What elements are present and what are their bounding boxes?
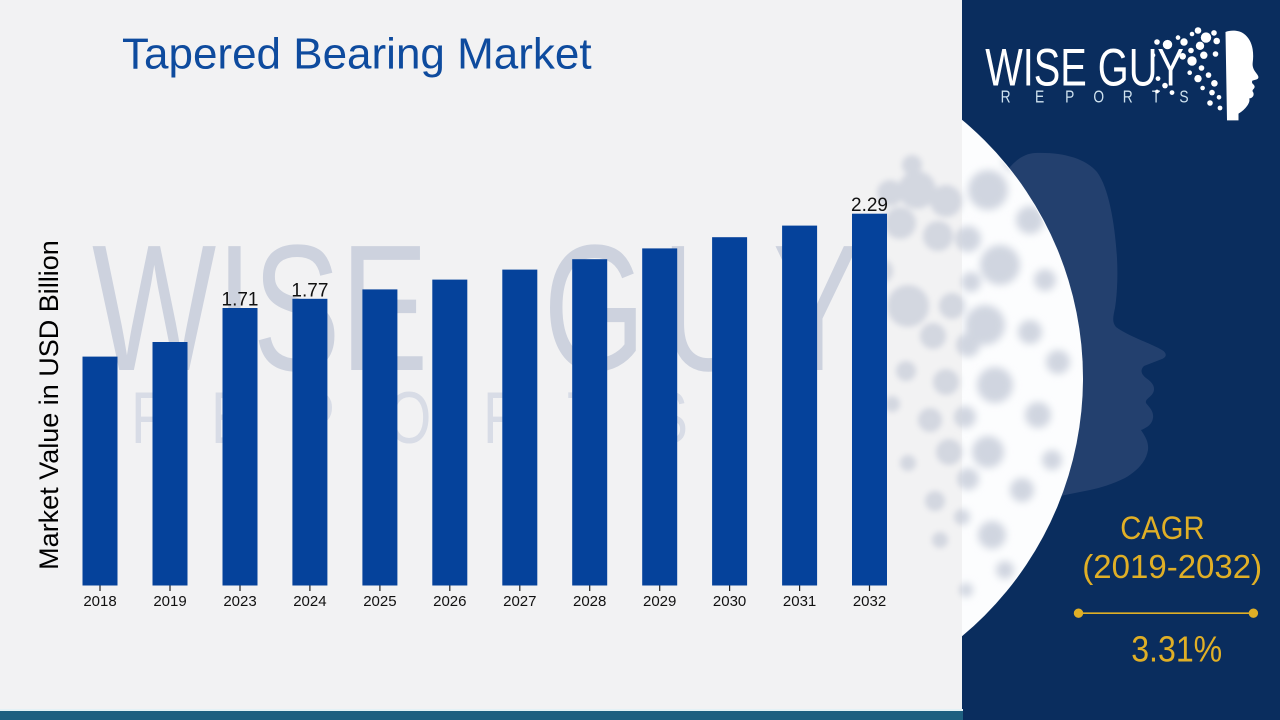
svg-text:2.29: 2.29 [851, 195, 888, 216]
svg-text:2030: 2030 [713, 593, 746, 610]
svg-text:(2019-2032): (2019-2032) [1082, 548, 1262, 585]
svg-text:E: E [1035, 88, 1044, 107]
svg-text:R: R [1001, 88, 1011, 107]
svg-text:2025: 2025 [363, 593, 396, 610]
svg-text:2031: 2031 [783, 593, 816, 610]
svg-text:T: T [1152, 88, 1161, 107]
svg-text:1.71: 1.71 [222, 290, 259, 311]
svg-text:2023: 2023 [223, 593, 256, 610]
svg-text:P: P [1065, 88, 1074, 107]
svg-text:S: S [1179, 88, 1188, 107]
svg-text:2024: 2024 [293, 593, 326, 610]
svg-text:R: R [1123, 88, 1133, 107]
svg-text:2028: 2028 [573, 593, 606, 610]
svg-text:Tapered Bearing Market: Tapered Bearing Market [122, 30, 592, 79]
svg-text:3.31%: 3.31% [1131, 630, 1222, 670]
svg-text:2018: 2018 [83, 593, 116, 610]
svg-text:2019: 2019 [153, 593, 186, 610]
svg-text:CAGR: CAGR [1120, 509, 1204, 546]
svg-text:2026: 2026 [433, 593, 466, 610]
svg-text:O: O [1093, 88, 1104, 107]
svg-text:WISE GUY: WISE GUY [985, 38, 1184, 97]
svg-text:2029: 2029 [643, 593, 676, 610]
svg-text:1.77: 1.77 [291, 280, 328, 301]
svg-text:2027: 2027 [503, 593, 536, 610]
svg-text:2032: 2032 [853, 593, 886, 610]
svg-text:Market Value in USD Billion: Market Value in USD Billion [34, 240, 64, 570]
